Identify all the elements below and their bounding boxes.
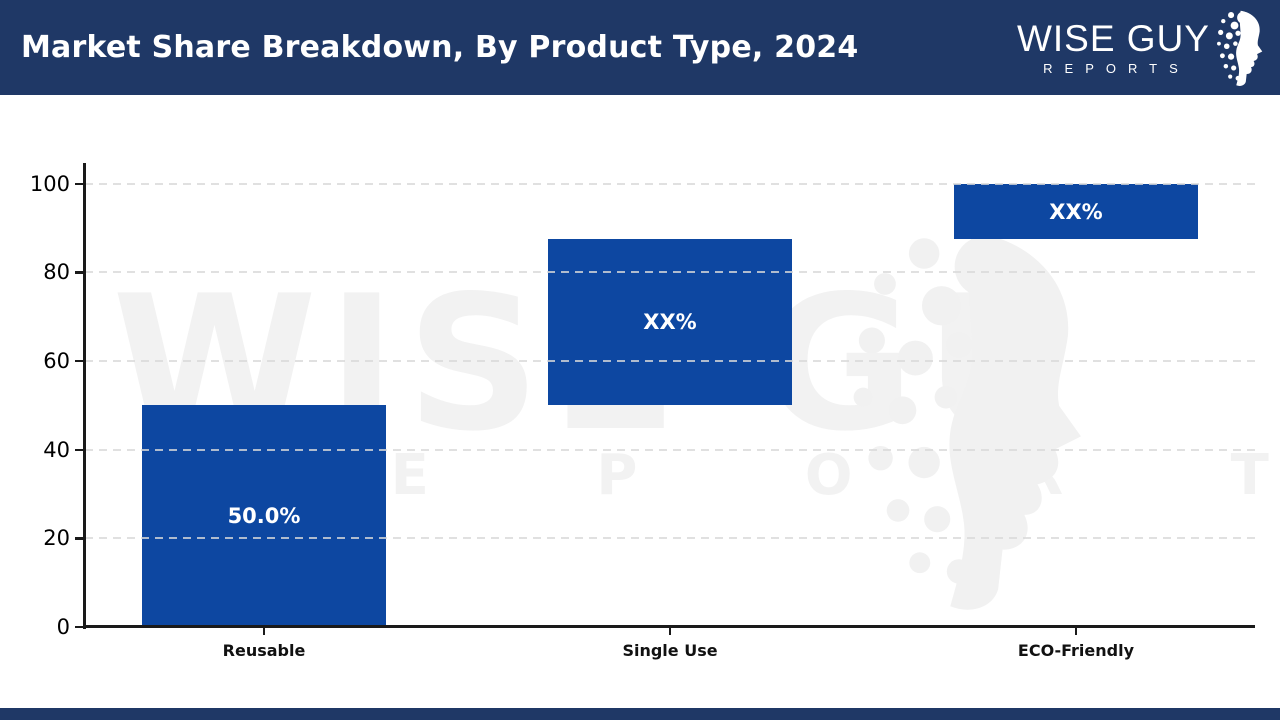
gridline-100 bbox=[85, 182, 1255, 185]
bar-label-eco-friendly: XX% bbox=[1049, 199, 1103, 224]
x-tick-mark bbox=[668, 627, 672, 635]
y-tick-label: 80 bbox=[43, 260, 70, 285]
x-tick-mark bbox=[1074, 627, 1078, 635]
y-tick-label: 100 bbox=[29, 171, 70, 196]
y-tick-mark bbox=[75, 537, 84, 540]
logo-text: WISE GUY REPORTS bbox=[1017, 20, 1210, 76]
y-tick-mark bbox=[75, 626, 84, 629]
y-axis-line bbox=[83, 163, 86, 629]
plot-area: 50.0% XX% XX% 0 20 40 60 80 100 Reusable Single … bbox=[30, 163, 1255, 660]
header-bar: Market Share Breakdown, By Product Type,… bbox=[0, 0, 1280, 95]
gridline-40 bbox=[85, 448, 1255, 451]
y-tick-mark bbox=[75, 448, 84, 452]
bar-reusable bbox=[142, 405, 386, 627]
gridline-60 bbox=[85, 360, 1255, 363]
y-tick-label: 40 bbox=[43, 437, 70, 462]
y-tick-label: 60 bbox=[43, 349, 70, 374]
logo-title: WISE GUY bbox=[1016, 17, 1210, 59]
page-title: Market Share Breakdown, By Product Type,… bbox=[21, 30, 859, 65]
y-tick-mark bbox=[75, 271, 84, 274]
y-tick-label: 0 bbox=[56, 615, 70, 639]
gridline-80 bbox=[85, 271, 1255, 274]
gridline-20 bbox=[85, 537, 1255, 540]
x-tick-label-single-use: Single Use bbox=[622, 641, 718, 660]
y-tick-mark bbox=[75, 360, 84, 363]
x-tick-mark bbox=[262, 627, 266, 635]
x-axis-line bbox=[83, 625, 1255, 628]
bar-label-single-use: XX% bbox=[643, 310, 697, 335]
wise-guy-logo: WISE GUY REPORTS bbox=[1017, 9, 1264, 87]
bar-single-use bbox=[548, 239, 792, 406]
logo-subtitle: REPORTS bbox=[1043, 60, 1190, 76]
y-tick-mark bbox=[75, 182, 84, 186]
footer-bar bbox=[0, 708, 1280, 720]
x-tick-label-reusable: Reusable bbox=[222, 641, 306, 660]
logo-head-icon bbox=[1217, 10, 1263, 86]
x-tick-label-eco-friendly: ECO-Friendly bbox=[1017, 641, 1135, 660]
bar-eco-friendly bbox=[953, 183, 1198, 240]
bar-label-reusable: 50.0% bbox=[227, 504, 301, 529]
y-tick-label: 20 bbox=[43, 526, 70, 551]
chart-canvas: WISE GU R E P O R T S 50.0%XX%XX% 020406… bbox=[0, 95, 1280, 708]
